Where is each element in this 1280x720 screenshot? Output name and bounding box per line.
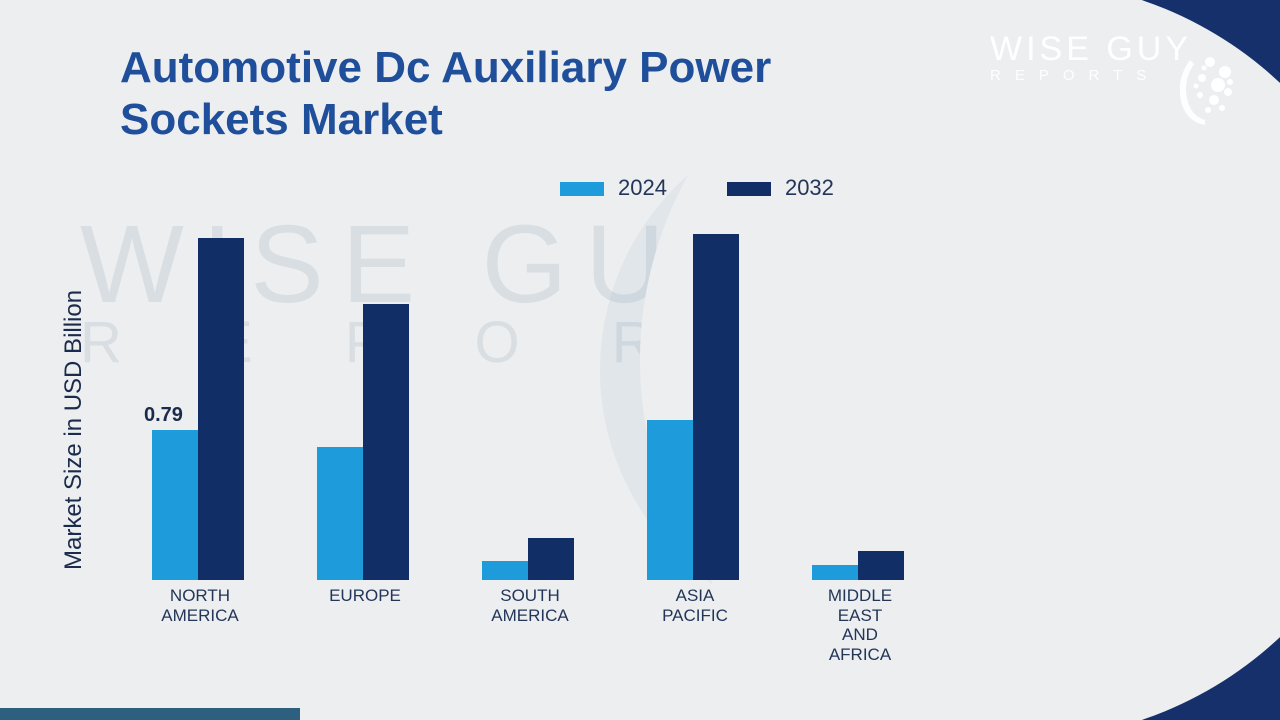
stage: WISE GUYR E P O R T S WISE GUY REPORTS A… xyxy=(0,0,1280,720)
brain-dots-icon xyxy=(1170,50,1240,130)
legend-swatch-2024 xyxy=(560,182,604,196)
bar-2032 xyxy=(693,234,739,580)
bar-2032 xyxy=(198,238,244,580)
category-label: EUROPE xyxy=(295,586,435,606)
category-label: SOUTHAMERICA xyxy=(460,586,600,625)
bar-2024 xyxy=(152,430,198,580)
bar-2024 xyxy=(482,561,528,580)
brand-logo: WISE GUY REPORTS xyxy=(990,30,1250,84)
bar-2032 xyxy=(858,551,904,580)
footer-accent-bar xyxy=(0,708,300,720)
legend-label-2024: 2024 xyxy=(618,175,667,200)
bar-2032 xyxy=(528,538,574,580)
category-label: NORTHAMERICA xyxy=(130,586,270,625)
bar-chart xyxy=(130,200,920,580)
category-label: MIDDLEEASTANDAFRICA xyxy=(790,586,930,664)
legend-item-2024: 2024 xyxy=(560,175,667,201)
category-label: ASIAPACIFIC xyxy=(625,586,765,625)
legend: 2024 2032 xyxy=(560,175,834,201)
y-axis-label: Market Size in USD Billion xyxy=(60,290,88,570)
bar-2032 xyxy=(363,304,409,580)
chart-title: Automotive Dc Auxiliary Power Sockets Ma… xyxy=(120,42,860,146)
logo-subtext: REPORTS xyxy=(990,67,1250,84)
bar-2024 xyxy=(317,447,363,580)
legend-label-2032: 2032 xyxy=(785,175,834,200)
bar-value-label: 0.79 xyxy=(144,404,183,427)
legend-swatch-2032 xyxy=(727,182,771,196)
bar-2024 xyxy=(647,420,693,580)
bar-2024 xyxy=(812,565,858,580)
legend-item-2032: 2032 xyxy=(727,175,834,201)
